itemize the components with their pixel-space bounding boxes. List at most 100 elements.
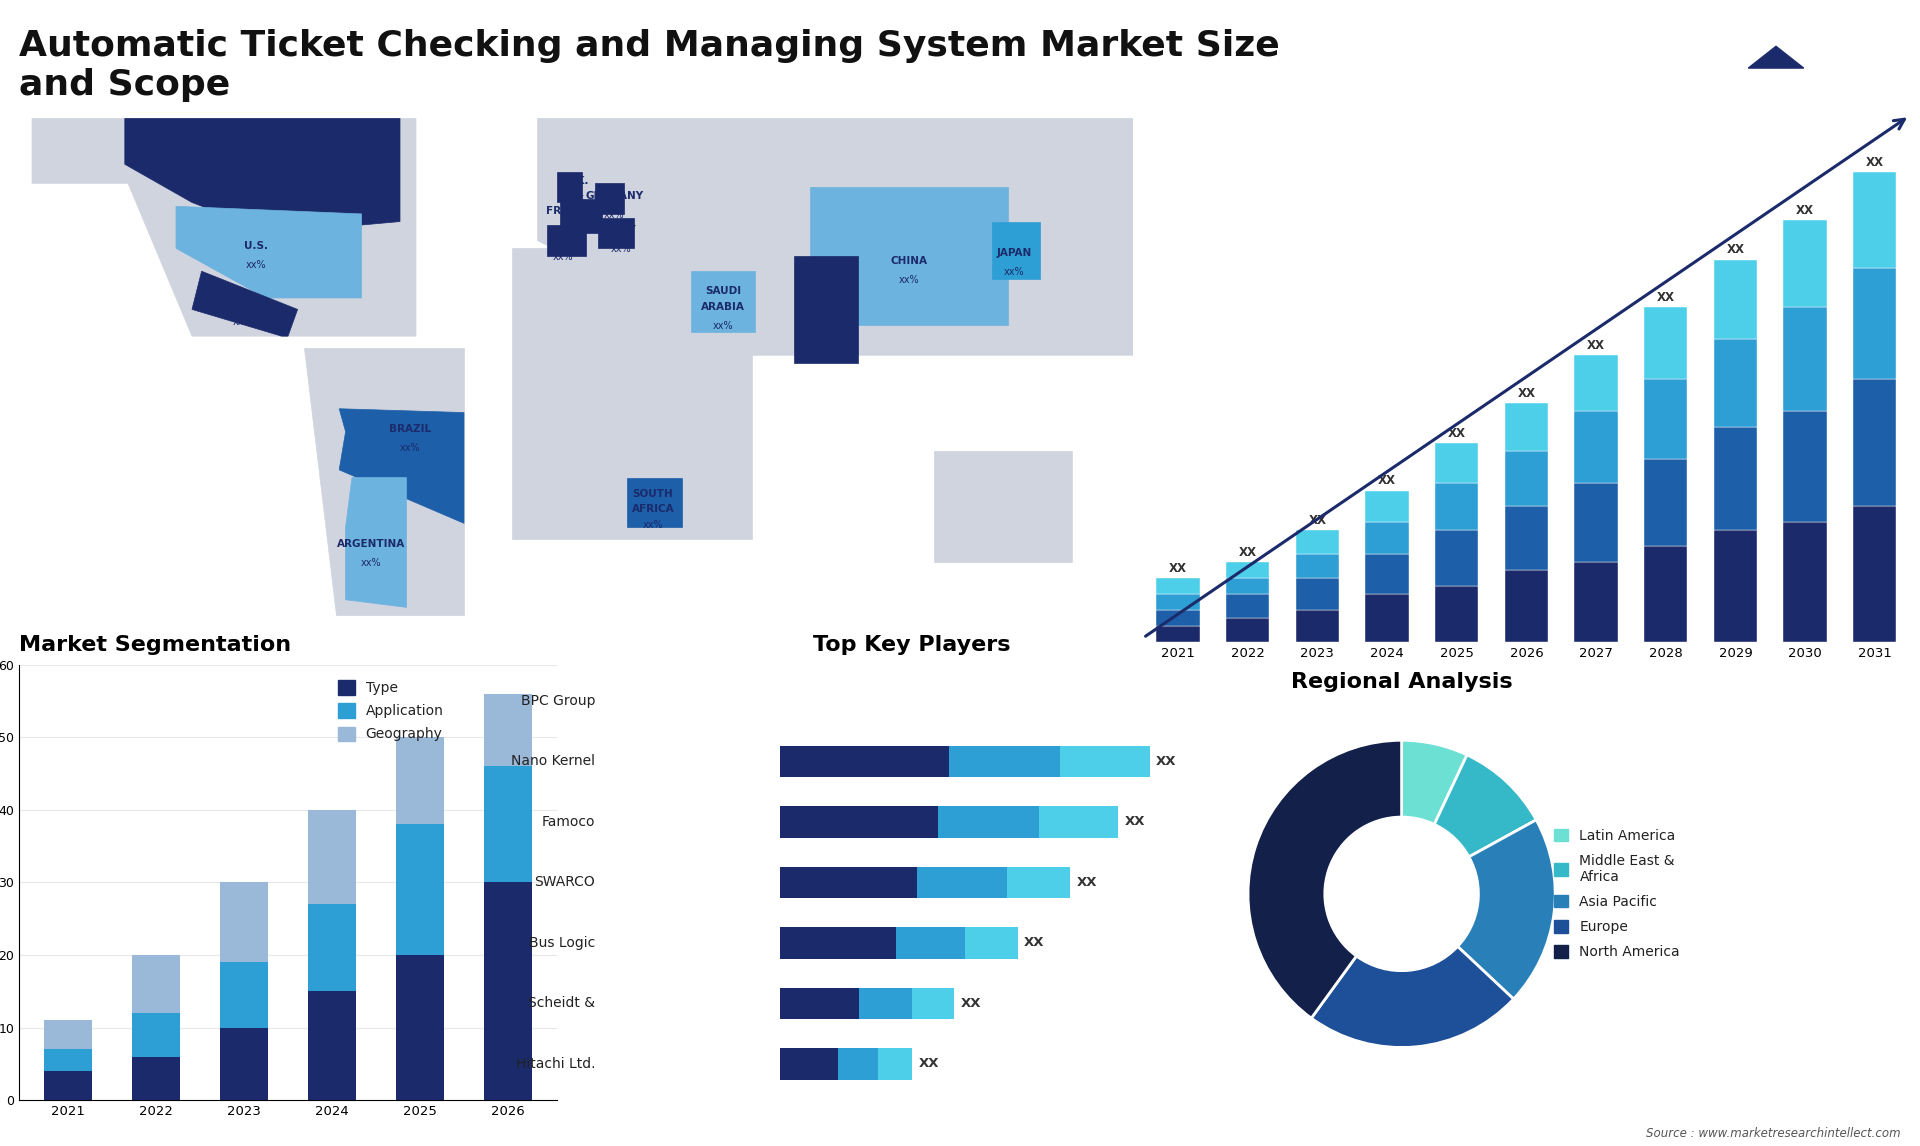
Text: XX: XX bbox=[1077, 876, 1096, 889]
Bar bbox=[1505, 507, 1548, 570]
Text: xx%: xx% bbox=[611, 244, 632, 254]
Bar bbox=[132, 1013, 180, 1057]
Bar bbox=[780, 1049, 837, 1080]
Text: XX: XX bbox=[1588, 339, 1605, 352]
Polygon shape bbox=[192, 272, 298, 336]
Polygon shape bbox=[628, 478, 682, 527]
Bar bbox=[1156, 594, 1200, 610]
Bar bbox=[44, 1050, 92, 1072]
Bar bbox=[780, 866, 918, 898]
Bar bbox=[1039, 807, 1117, 838]
Bar bbox=[1156, 626, 1200, 642]
Polygon shape bbox=[125, 118, 399, 233]
Bar bbox=[1505, 403, 1548, 450]
Bar bbox=[780, 927, 897, 958]
Text: Bus Logic: Bus Logic bbox=[528, 936, 595, 950]
Text: xx%: xx% bbox=[553, 252, 574, 262]
Text: xx%: xx% bbox=[261, 152, 282, 163]
Text: XX: XX bbox=[1517, 386, 1536, 400]
Bar bbox=[1006, 866, 1069, 898]
Bar bbox=[1505, 450, 1548, 507]
Bar bbox=[484, 882, 532, 1100]
Bar bbox=[1505, 570, 1548, 642]
Polygon shape bbox=[1703, 24, 1795, 68]
Bar bbox=[1644, 307, 1688, 379]
Text: ARGENTINA: ARGENTINA bbox=[338, 539, 405, 549]
Text: ARABIA: ARABIA bbox=[701, 301, 745, 312]
Text: xx%: xx% bbox=[822, 329, 843, 338]
Text: XX: XX bbox=[1448, 426, 1465, 440]
Text: RESEARCH: RESEARCH bbox=[1749, 89, 1803, 99]
Bar bbox=[396, 737, 444, 824]
Text: xx%: xx% bbox=[712, 321, 733, 331]
Bar bbox=[1434, 482, 1478, 531]
Bar bbox=[1365, 594, 1409, 642]
Bar bbox=[837, 1049, 877, 1080]
Bar bbox=[1644, 547, 1688, 642]
Text: XX: XX bbox=[918, 1058, 939, 1070]
Bar bbox=[1227, 618, 1269, 642]
Text: xx%: xx% bbox=[566, 195, 586, 205]
Wedge shape bbox=[1248, 740, 1402, 1018]
Text: xx%: xx% bbox=[399, 444, 420, 453]
Text: xx%: xx% bbox=[605, 210, 624, 220]
Text: XX: XX bbox=[960, 997, 981, 1010]
Polygon shape bbox=[547, 226, 586, 256]
Text: xx%: xx% bbox=[559, 226, 580, 235]
Bar bbox=[1365, 523, 1409, 555]
Text: Hitachi Ltd.: Hitachi Ltd. bbox=[516, 1057, 595, 1070]
Bar bbox=[1434, 586, 1478, 642]
Text: SOUTH: SOUTH bbox=[632, 489, 674, 499]
Polygon shape bbox=[810, 187, 1008, 324]
Title: Regional Analysis: Regional Analysis bbox=[1290, 672, 1513, 692]
Bar bbox=[877, 1049, 912, 1080]
Bar bbox=[1156, 610, 1200, 626]
Bar bbox=[939, 807, 1039, 838]
Polygon shape bbox=[303, 347, 465, 615]
Text: XX: XX bbox=[1726, 243, 1745, 257]
Bar bbox=[1227, 594, 1269, 618]
Bar bbox=[1434, 442, 1478, 482]
Bar bbox=[912, 988, 954, 1019]
Polygon shape bbox=[177, 206, 361, 298]
Polygon shape bbox=[993, 221, 1041, 278]
Text: CANADA: CANADA bbox=[248, 134, 296, 143]
Bar bbox=[1853, 379, 1897, 507]
Text: XX: XX bbox=[1657, 291, 1674, 304]
Legend: Latin America, Middle East &
Africa, Asia Pacific, Europe, North America: Latin America, Middle East & Africa, Asi… bbox=[1555, 829, 1680, 959]
Bar bbox=[1296, 578, 1338, 610]
Bar bbox=[780, 746, 948, 777]
Bar bbox=[1784, 220, 1826, 307]
Polygon shape bbox=[538, 118, 1152, 355]
Bar bbox=[132, 1057, 180, 1100]
Bar bbox=[1784, 411, 1826, 523]
Polygon shape bbox=[340, 409, 465, 524]
Bar bbox=[1715, 339, 1757, 426]
Text: Source : www.marketresearchintellect.com: Source : www.marketresearchintellect.com bbox=[1645, 1128, 1901, 1140]
Bar bbox=[1296, 555, 1338, 578]
Text: MARKET: MARKET bbox=[1755, 76, 1797, 84]
Polygon shape bbox=[346, 478, 407, 607]
Legend: Type, Application, Geography: Type, Application, Geography bbox=[338, 681, 444, 741]
Text: xx%: xx% bbox=[1004, 267, 1025, 277]
Bar bbox=[1365, 555, 1409, 594]
Text: U.K.: U.K. bbox=[564, 175, 588, 186]
Bar bbox=[1365, 490, 1409, 523]
Text: XX: XX bbox=[1238, 545, 1258, 559]
Bar bbox=[1715, 260, 1757, 339]
Text: JAPAN: JAPAN bbox=[996, 249, 1033, 258]
Bar bbox=[219, 882, 269, 963]
Bar bbox=[1434, 531, 1478, 586]
Text: XX: XX bbox=[1866, 156, 1884, 168]
Bar bbox=[860, 988, 912, 1019]
Text: SPAIN: SPAIN bbox=[545, 233, 580, 243]
Bar bbox=[897, 927, 964, 958]
Polygon shape bbox=[513, 249, 753, 539]
Bar bbox=[1574, 563, 1619, 642]
Text: Scheidt &: Scheidt & bbox=[528, 996, 595, 1011]
Bar bbox=[964, 927, 1018, 958]
Text: XX: XX bbox=[1156, 755, 1177, 768]
Bar bbox=[484, 767, 532, 882]
Bar bbox=[219, 1028, 269, 1100]
Text: BPC Group: BPC Group bbox=[520, 694, 595, 708]
